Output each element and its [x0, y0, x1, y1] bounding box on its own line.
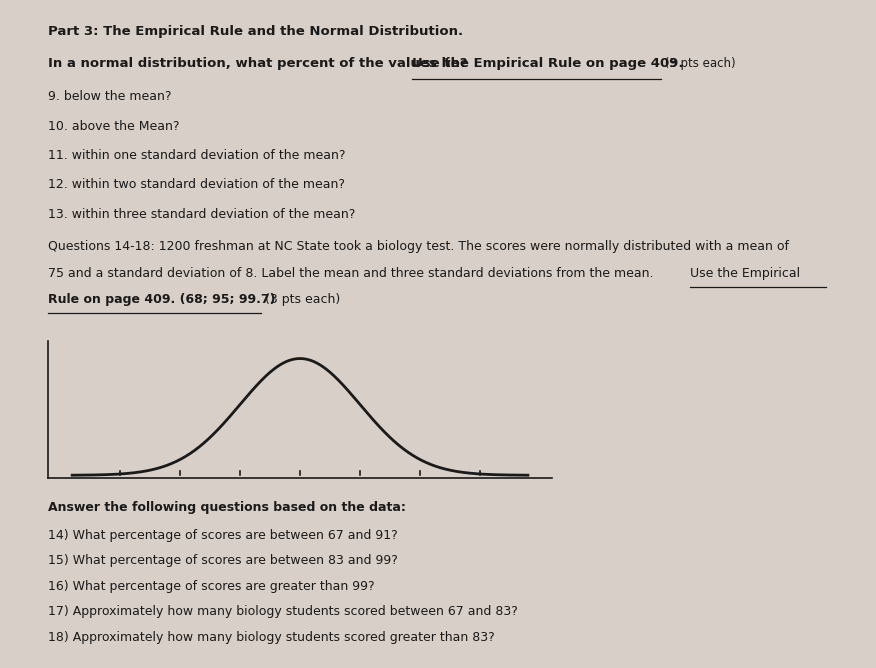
Text: 15) What percentage of scores are between 83 and 99?: 15) What percentage of scores are betwee… [48, 554, 398, 567]
Text: Questions 14-18: 1200 freshman at NC State took a biology test. The scores were : Questions 14-18: 1200 freshman at NC Sta… [48, 240, 789, 253]
Text: (3 pts each): (3 pts each) [661, 57, 736, 69]
Text: 9. below the mean?: 9. below the mean? [48, 90, 172, 103]
Text: 75 and a standard deviation of 8. Label the mean and three standard deviations f: 75 and a standard deviation of 8. Label … [48, 267, 658, 279]
Text: 13. within three standard deviation of the mean?: 13. within three standard deviation of t… [48, 208, 356, 220]
Text: Use the Empirical Rule on page 409.: Use the Empirical Rule on page 409. [412, 57, 683, 69]
Text: Use the Empirical: Use the Empirical [690, 267, 801, 279]
Text: 17) Approximately how many biology students scored between 67 and 83?: 17) Approximately how many biology stude… [48, 605, 518, 618]
Text: 12. within two standard deviation of the mean?: 12. within two standard deviation of the… [48, 178, 345, 191]
Text: Rule on page 409. (68; 95; 99.7): Rule on page 409. (68; 95; 99.7) [48, 293, 276, 306]
Text: Answer the following questions based on the data:: Answer the following questions based on … [48, 501, 406, 514]
Text: 11. within one standard deviation of the mean?: 11. within one standard deviation of the… [48, 149, 346, 162]
Text: (3 pts each): (3 pts each) [261, 293, 340, 306]
Text: 14) What percentage of scores are between 67 and 91?: 14) What percentage of scores are betwee… [48, 529, 398, 542]
Text: Part 3: The Empirical Rule and the Normal Distribution.: Part 3: The Empirical Rule and the Norma… [48, 25, 463, 38]
Text: In a normal distribution, what percent of the values lie?: In a normal distribution, what percent o… [48, 57, 472, 69]
Text: 10. above the Mean?: 10. above the Mean? [48, 120, 180, 132]
Text: 18) Approximately how many biology students scored greater than 83?: 18) Approximately how many biology stude… [48, 631, 495, 643]
Text: 16) What percentage of scores are greater than 99?: 16) What percentage of scores are greate… [48, 580, 375, 593]
